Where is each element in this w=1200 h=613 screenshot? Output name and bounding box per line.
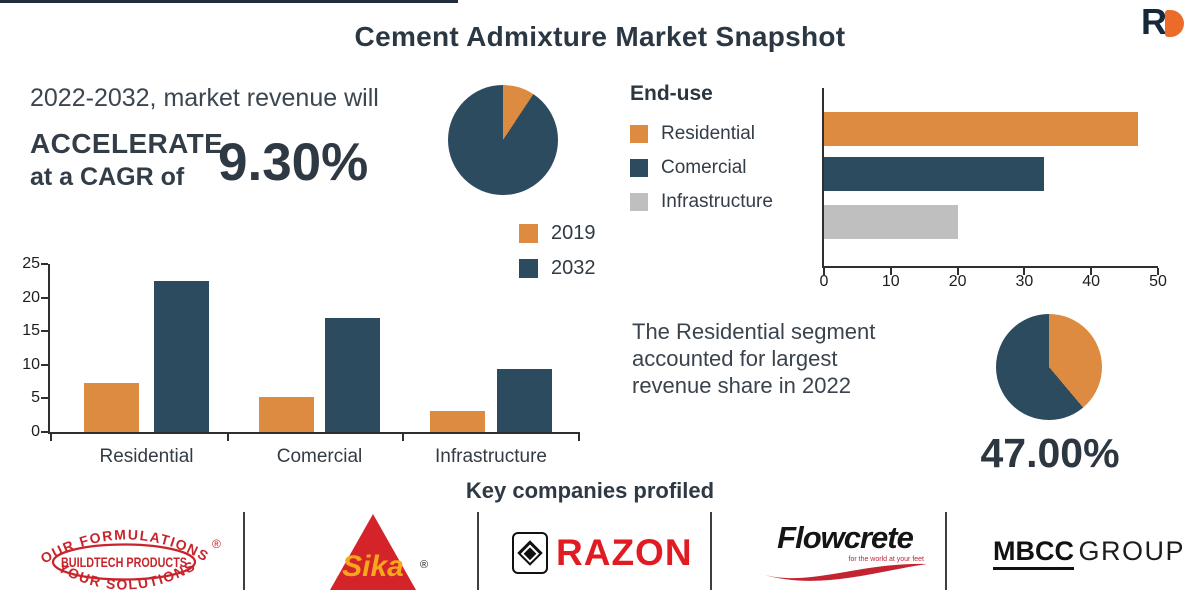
- bar-2019-infrastructure: [430, 410, 485, 432]
- y-axis-tick-mark: [41, 363, 48, 366]
- x-axis-tick-mark: [889, 268, 892, 275]
- y-axis-tick-mark: [41, 431, 48, 433]
- y-axis-tick-label: 20: [22, 288, 40, 306]
- headline-accelerate: ACCELERATE: [30, 128, 224, 159]
- end-use-legend: Residential Comercial Infrastructure: [630, 123, 773, 225]
- headline-cagr-of: at a CAGR of: [30, 163, 185, 191]
- x-axis-tick-mark: [823, 268, 825, 275]
- x-axis-tick-label: 0: [819, 273, 829, 290]
- cagr-value: 9.30%: [218, 133, 369, 192]
- mbcc-group-text: GROUP: [1078, 536, 1185, 566]
- buildtech-name-text: BUILDTECH PRODUCTS: [61, 554, 187, 570]
- logo-letter-r: R: [1141, 1, 1167, 42]
- buildtech-ellipse: [51, 543, 197, 581]
- residential-share-value: 47.00%: [980, 430, 1120, 476]
- page-title: Cement Admixture Market Snapshot: [354, 21, 846, 52]
- legend-label: Comercial: [661, 157, 747, 178]
- category-label: Infrastructure: [435, 446, 547, 467]
- grouped-bar-chart: 0 5 10 15 20 25 Residential Comercial Infrastruc…: [22, 255, 580, 467]
- flowcrete-logo: Flowcrete for the world at your feet: [760, 520, 930, 590]
- y-axis-tick-mark: [41, 296, 48, 299]
- bar-2019-comercial: [259, 397, 314, 432]
- bar-enduse-comercial: [824, 157, 1045, 191]
- residential-share-pie-chart: [996, 314, 1102, 420]
- legend-label: Infrastructure: [661, 191, 773, 212]
- x-axis-tick-mark: [1090, 268, 1093, 275]
- mbcc-group-logo: MBCC GROUP: [993, 536, 1185, 570]
- insight-text: The Residential segment accounted for la…: [632, 319, 876, 398]
- x-axis-tick-mark: [50, 434, 52, 441]
- buildtech-registered-mark: ®: [212, 537, 221, 551]
- year-legend-item: 2032: [519, 257, 596, 280]
- flowcrete-tagline: for the world at your feet: [848, 556, 924, 563]
- x-axis-tick-mark: [227, 434, 229, 441]
- buildtech-products-logo: OUR FORMULATIONS ® BUILDTECH PRODUCTS YO…: [28, 510, 223, 607]
- y-axis-tick-mark: [41, 397, 48, 400]
- logo-divider-2: [477, 512, 479, 590]
- headline-block: 2022-2032, market revenue will ACCELERAT…: [30, 84, 450, 192]
- sika-triangle-icon: [330, 514, 416, 590]
- x-axis-tick-label: 40: [1082, 273, 1101, 290]
- bar-2019-residential: [84, 382, 139, 432]
- flowcrete-name-text: Flowcrete: [777, 520, 914, 555]
- category-label: Comercial: [276, 446, 363, 467]
- flowcrete-swoosh-icon: [761, 563, 927, 581]
- research-dive-logo: R: [1141, 4, 1184, 40]
- sika-logo: Sika ®: [320, 510, 435, 596]
- headline-line1: 2022-2032, market revenue will: [30, 84, 379, 112]
- bar-2032-infrastructure: [497, 368, 552, 432]
- logo-orange-d-icon: [1165, 9, 1184, 37]
- y-axis-tick-label: 25: [22, 255, 40, 272]
- end-use-legend-item: Comercial: [630, 157, 773, 179]
- sika-registered-mark: ®: [420, 559, 428, 571]
- top-border-line: [0, 0, 458, 3]
- razon-name-text: RAZON: [556, 532, 693, 573]
- cagr-pie-chart: [448, 85, 558, 195]
- year-legend: 2019 2032: [519, 222, 596, 292]
- category-label: Residential: [99, 446, 194, 467]
- end-use-title: End-use: [630, 82, 713, 105]
- key-companies-title: Key companies profiled: [465, 478, 715, 503]
- end-use-bar-chart: 0 10 20 30 40 50: [820, 88, 1167, 290]
- x-axis-tick-mark: [956, 268, 959, 275]
- logo-divider-1: [243, 512, 245, 590]
- legend-swatch-icon: [519, 224, 538, 243]
- razon-logo: RAZON: [512, 532, 693, 574]
- legend-swatch-icon: [630, 125, 648, 143]
- y-axis-tick-label: 5: [31, 389, 40, 407]
- legend-swatch-icon: [630, 159, 648, 177]
- x-axis-tick-label: 30: [1015, 273, 1034, 290]
- x-axis-tick-mark: [1023, 268, 1026, 275]
- x-axis-tick-label: 20: [948, 273, 967, 290]
- year-legend-item: 2019: [519, 222, 596, 245]
- y-axis-tick-mark: [41, 263, 48, 265]
- end-use-legend-item: Infrastructure: [630, 191, 773, 213]
- legend-label: 2019: [551, 222, 596, 244]
- sika-name-text: Sika: [342, 550, 404, 583]
- logo-divider-4: [945, 512, 947, 590]
- mbcc-name-text: MBCC: [993, 536, 1074, 570]
- x-axis-tick-label: 10: [881, 273, 900, 290]
- legend-label: 2032: [551, 257, 596, 279]
- y-axis-tick-label: 10: [22, 355, 40, 373]
- x-axis-tick-mark: [402, 434, 404, 441]
- razon-diamond-icon: [512, 532, 548, 574]
- y-axis-tick-mark: [41, 330, 48, 333]
- logo-divider-3: [710, 512, 712, 590]
- bar-enduse-infrastructure: [824, 205, 958, 239]
- y-axis-tick-label: 0: [31, 423, 40, 440]
- end-use-legend-item: Residential: [630, 123, 773, 145]
- x-axis-tick-mark: [578, 434, 580, 441]
- bar-2032-comercial: [325, 317, 380, 432]
- bar-2032-residential: [154, 280, 209, 432]
- legend-swatch-icon: [519, 259, 538, 278]
- legend-swatch-icon: [630, 193, 648, 211]
- y-axis-tick-label: 15: [22, 322, 40, 340]
- x-axis-tick-label: 50: [1149, 273, 1167, 290]
- legend-label: Residential: [661, 123, 755, 144]
- x-axis-tick-mark: [1157, 268, 1159, 275]
- bar-enduse-residential: [824, 112, 1138, 146]
